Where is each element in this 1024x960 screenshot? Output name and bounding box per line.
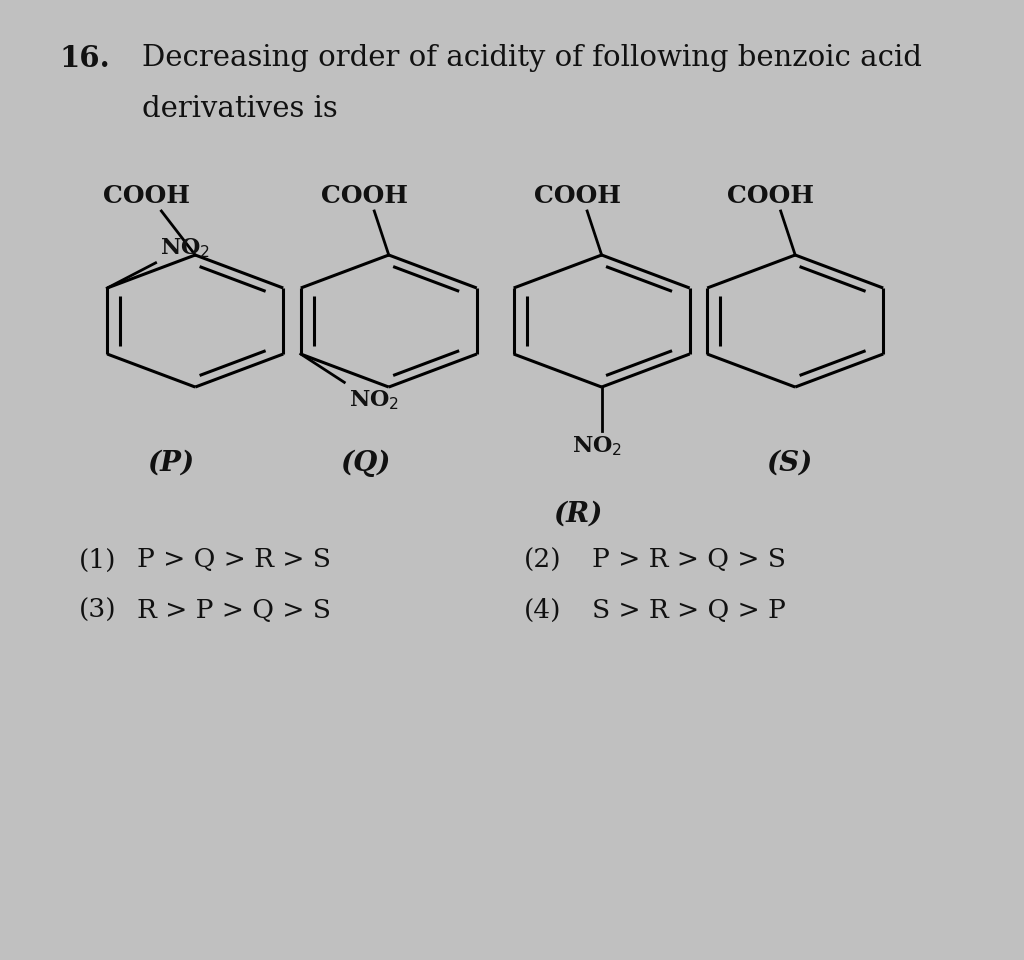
Text: (S): (S) bbox=[766, 450, 812, 477]
Text: S > R > Q > P: S > R > Q > P bbox=[592, 598, 785, 623]
Text: (R): (R) bbox=[553, 500, 603, 527]
Text: Decreasing order of acidity of following benzoic acid: Decreasing order of acidity of following… bbox=[142, 44, 922, 72]
Text: derivatives is: derivatives is bbox=[142, 95, 338, 123]
Text: R > P > Q > S: R > P > Q > S bbox=[137, 598, 331, 623]
Text: COOH: COOH bbox=[322, 184, 409, 208]
Text: 16.: 16. bbox=[59, 44, 111, 73]
Text: P > R > Q > S: P > R > Q > S bbox=[592, 547, 785, 572]
Text: (P): (P) bbox=[146, 450, 194, 477]
Text: P > Q > R > S: P > Q > R > S bbox=[137, 547, 331, 572]
Text: (3): (3) bbox=[79, 598, 117, 623]
Text: NO$_2$: NO$_2$ bbox=[571, 434, 622, 458]
Text: (1): (1) bbox=[79, 547, 117, 572]
Text: COOH: COOH bbox=[727, 184, 814, 208]
Text: (Q): (Q) bbox=[340, 450, 391, 477]
Text: (2): (2) bbox=[524, 547, 562, 572]
Text: COOH: COOH bbox=[534, 184, 621, 208]
Text: (4): (4) bbox=[524, 598, 562, 623]
Text: NO$_2$: NO$_2$ bbox=[349, 389, 399, 412]
Text: COOH: COOH bbox=[103, 184, 190, 208]
Text: NO$_2$: NO$_2$ bbox=[161, 236, 211, 260]
